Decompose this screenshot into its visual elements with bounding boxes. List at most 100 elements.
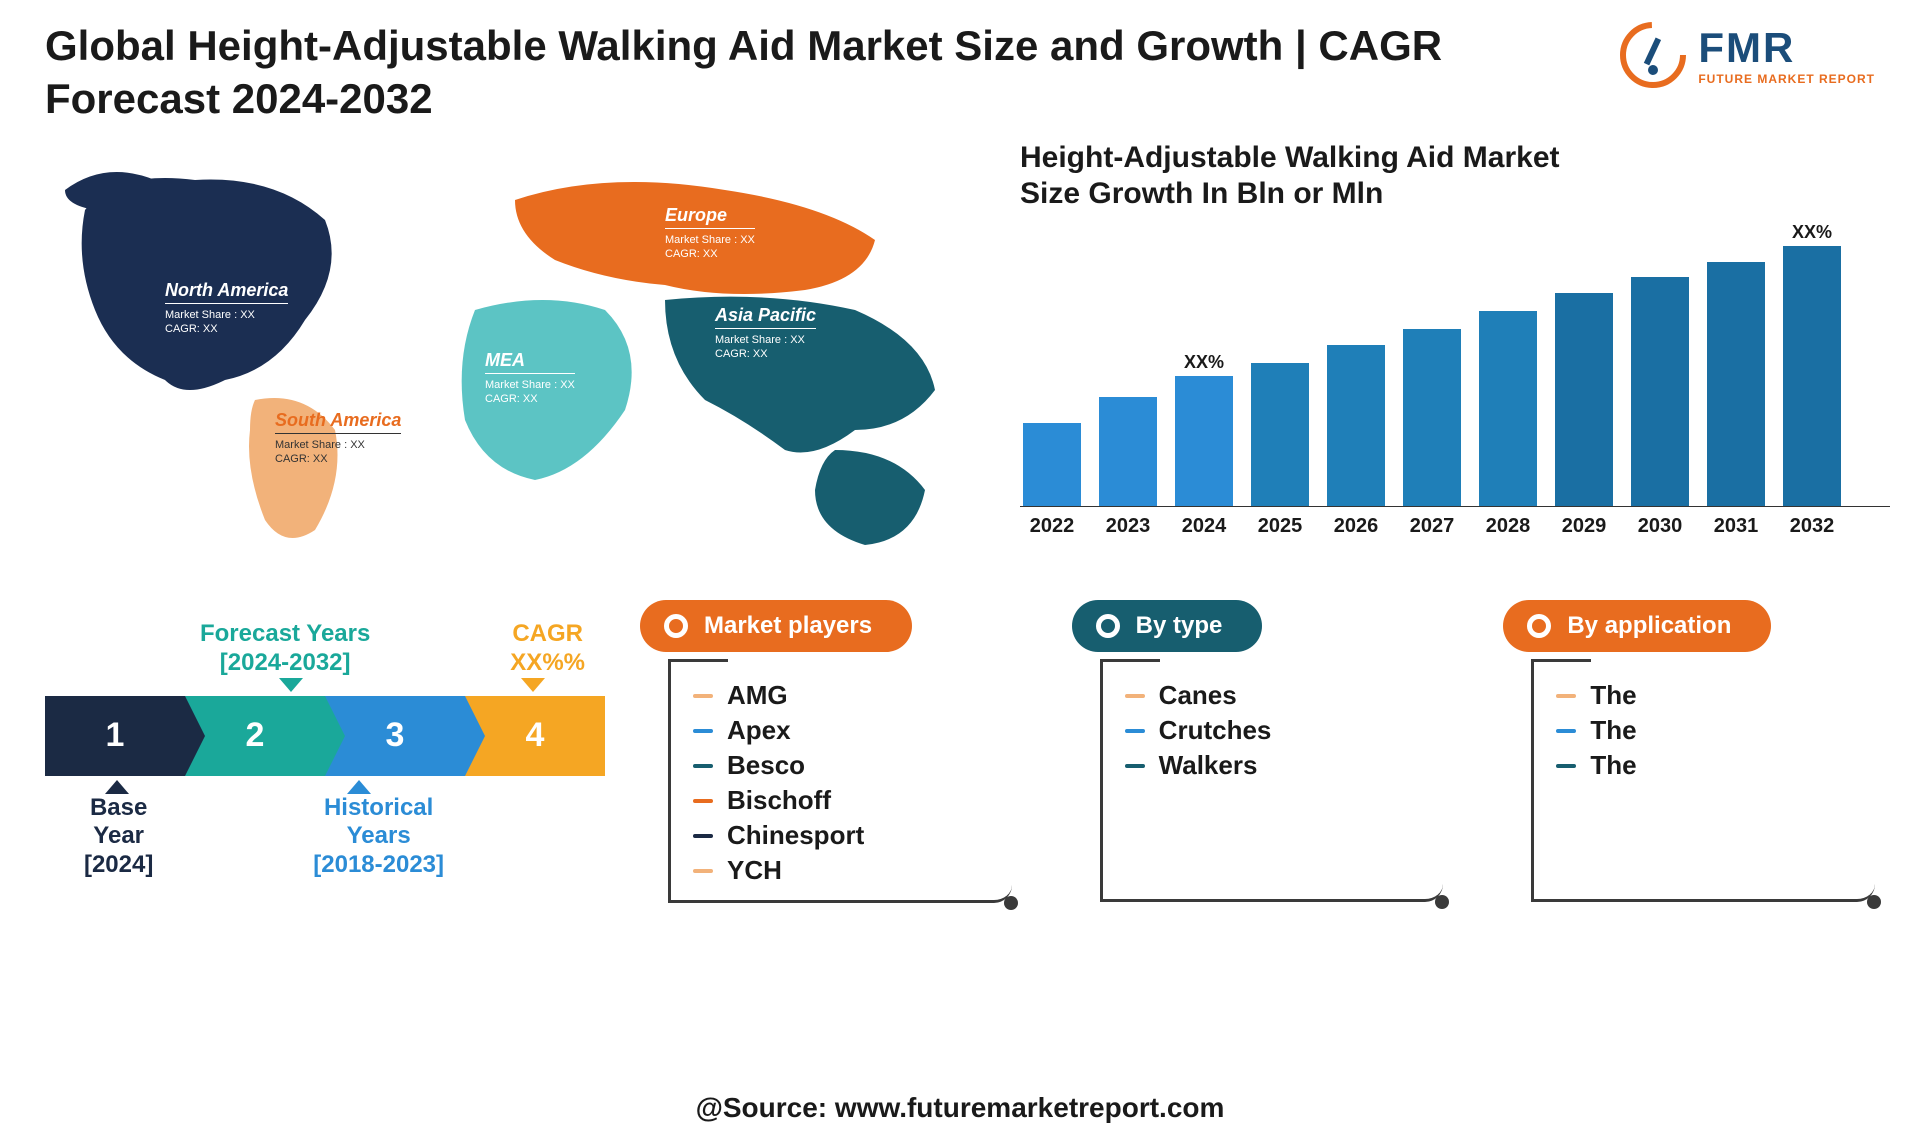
dash-icon	[1556, 764, 1576, 768]
bar	[1251, 363, 1309, 506]
bar-year-label: 2028	[1476, 515, 1540, 538]
bar	[1023, 423, 1081, 506]
bar-year-label: 2024	[1172, 515, 1236, 538]
bar	[1631, 277, 1689, 506]
bar	[1479, 311, 1537, 506]
timeline-segment: 4	[465, 696, 605, 776]
triangle-up-icon	[347, 780, 371, 794]
segment-item: Bischoff	[693, 785, 1012, 816]
segment-item-text: The	[1590, 750, 1636, 781]
timeline-label-forecast: Forecast Years [2024-2032]	[200, 620, 370, 678]
segment-item-text: Besco	[727, 750, 805, 781]
triangle-down-icon	[279, 678, 303, 692]
segment-title: By type	[1136, 612, 1223, 640]
brand-logo: FMR FUTURE MARKET REPORT	[1618, 20, 1875, 90]
timeline-segment: 2	[185, 696, 325, 776]
segment-item-text: Walkers	[1159, 750, 1258, 781]
bar-top-label: XX%	[1792, 222, 1832, 242]
segment-item: Chinesport	[693, 820, 1012, 851]
world-map: North America Market Share : XX CAGR: XX…	[45, 150, 985, 550]
segment-title: Market players	[704, 612, 872, 640]
segment-item: YCH	[693, 855, 1012, 886]
triangle-up-icon	[105, 780, 129, 794]
dash-icon	[1125, 694, 1145, 698]
bar-chart: Height-Adjustable Walking Aid Market Siz…	[1020, 140, 1890, 540]
source-label: @Source: www.futuremarketreport.com	[0, 1092, 1920, 1124]
bar-top-label: XX%	[1184, 352, 1224, 372]
bar-year-label: 2032	[1780, 515, 1844, 538]
bar-col	[1400, 329, 1464, 506]
timeline-labels-top: Forecast Years [2024-2032] CAGR XX%%	[45, 620, 605, 678]
bar-col	[1020, 423, 1084, 506]
segment-pill: Market players	[640, 600, 912, 652]
header: Global Height-Adjustable Walking Aid Mar…	[45, 20, 1875, 125]
segment-bracket: The The The	[1531, 662, 1875, 902]
bullet-icon	[1527, 614, 1551, 638]
segment-bracket: Canes Crutches Walkers	[1100, 662, 1444, 902]
dash-icon	[693, 729, 713, 733]
segment-item-text: Canes	[1159, 680, 1237, 711]
bar-year-label: 2031	[1704, 515, 1768, 538]
timeline-segment-number: 2	[246, 716, 265, 755]
bar-year-label: 2025	[1248, 515, 1312, 538]
timeline-segment: 3	[325, 696, 465, 776]
segment-item: The	[1556, 715, 1875, 746]
bullet-icon	[1096, 614, 1120, 638]
bar-col: XX%	[1172, 376, 1236, 506]
dash-icon	[1125, 729, 1145, 733]
segment-item: Walkers	[1125, 750, 1444, 781]
segment-pill: By type	[1072, 600, 1263, 652]
segment-item: The	[1556, 750, 1875, 781]
bar-col	[1552, 293, 1616, 506]
segment-bracket: AMG Apex Besco Bischoff Chinesport YCH	[668, 662, 1012, 903]
segment-item: The	[1556, 680, 1875, 711]
segment-column-market_players: Market players AMG Apex Besco Bischoff Chines…	[640, 600, 1012, 903]
segment-column-by_application: By application The The The	[1503, 600, 1875, 903]
segment-item: Crutches	[1125, 715, 1444, 746]
dash-icon	[1556, 694, 1576, 698]
segment-item-text: AMG	[727, 680, 788, 711]
timeline-label-base: Base Year [2024]	[65, 794, 172, 880]
bar	[1707, 262, 1765, 506]
bar-col	[1096, 397, 1160, 506]
bar-col	[1628, 277, 1692, 506]
label-south-america: South America Market Share : XX CAGR: XX	[275, 410, 401, 467]
dash-icon	[693, 869, 713, 873]
segment-lists: Market players AMG Apex Besco Bischoff Chines…	[640, 600, 1875, 903]
logo-primary: FMR	[1698, 24, 1875, 72]
bullet-icon	[664, 614, 688, 638]
bar-col	[1248, 363, 1312, 506]
segment-item-text: The	[1590, 680, 1636, 711]
bar-col	[1476, 311, 1540, 506]
segment-title: By application	[1567, 612, 1731, 640]
bar-year-label: 2029	[1552, 515, 1616, 538]
segment-item-text: Chinesport	[727, 820, 864, 851]
segment-column-by_type: By type Canes Crutches Walkers	[1072, 600, 1444, 903]
bars-row: XX% XX%	[1020, 227, 1890, 507]
bar	[1783, 246, 1841, 506]
bar	[1327, 345, 1385, 506]
segment-item-text: Bischoff	[727, 785, 831, 816]
dash-icon	[693, 799, 713, 803]
timeline-segment-number: 1	[106, 716, 125, 755]
logo-text: FMR FUTURE MARKET REPORT	[1698, 24, 1875, 86]
label-north-america: North America Market Share : XX CAGR: XX	[165, 280, 288, 337]
segment-item-text: The	[1590, 715, 1636, 746]
bar-col	[1324, 345, 1388, 506]
dash-icon	[693, 694, 713, 698]
dash-icon	[1556, 729, 1576, 733]
bar-col	[1704, 262, 1768, 506]
bar-year-label: 2026	[1324, 515, 1388, 538]
dash-icon	[693, 764, 713, 768]
logo-icon	[1618, 20, 1688, 90]
timeline-arrows-bot	[45, 780, 605, 794]
segment-pill: By application	[1503, 600, 1771, 652]
segment-item: AMG	[693, 680, 1012, 711]
label-europe: Europe Market Share : XX CAGR: XX	[665, 205, 755, 262]
label-asia-pacific: Asia Pacific Market Share : XX CAGR: XX	[715, 305, 816, 362]
segment-item: Besco	[693, 750, 1012, 781]
timeline-label-cagr: CAGR XX%%	[510, 620, 585, 678]
dash-icon	[1125, 764, 1145, 768]
triangle-down-icon	[521, 678, 545, 692]
segment-item-text: Apex	[727, 715, 791, 746]
